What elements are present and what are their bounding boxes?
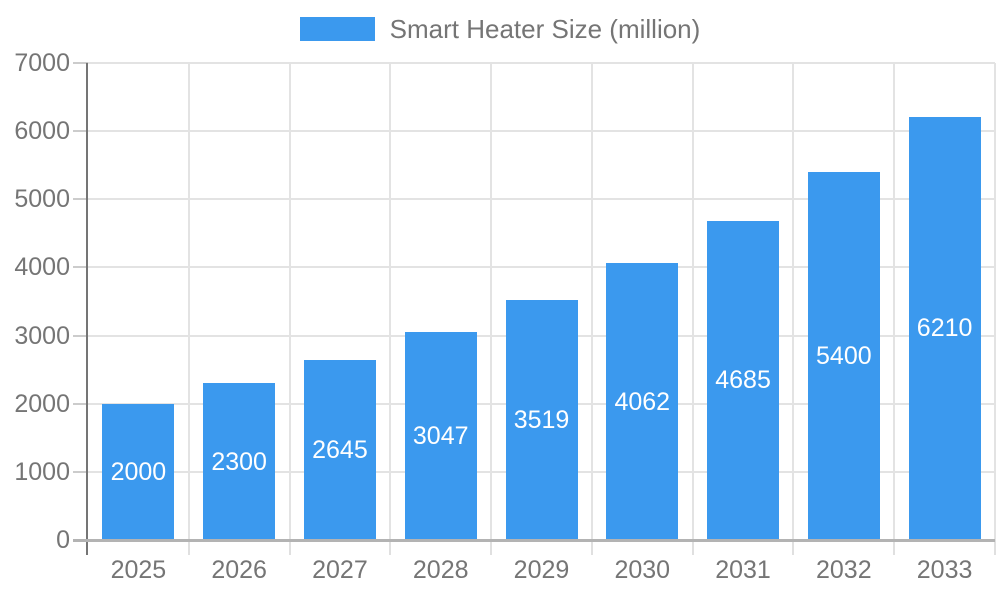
y-tick-mark xyxy=(73,470,88,473)
gridline-vertical xyxy=(994,63,996,540)
y-tick-mark xyxy=(73,334,88,337)
x-category-label: 2031 xyxy=(715,556,771,584)
y-tick-label: 5000 xyxy=(14,185,70,214)
x-category-label: 2028 xyxy=(412,556,469,584)
x-category-label: 2030 xyxy=(614,556,671,584)
bar-value-label: 2645 xyxy=(312,435,368,464)
gridline-vertical xyxy=(288,63,291,540)
bar-value-label: 3047 xyxy=(412,422,469,451)
y-tick-mark xyxy=(73,266,88,269)
y-tick-mark xyxy=(73,130,88,133)
bar-2027[interactable]: 2645 xyxy=(303,359,376,540)
x-tick-mark xyxy=(893,540,896,555)
legend-label: Smart Heater Size (million) xyxy=(389,14,701,44)
bar-value-label: 2300 xyxy=(211,447,267,476)
bar-value-label: 4685 xyxy=(715,366,771,395)
x-category-label: 2032 xyxy=(816,556,872,584)
x-category-label: 2033 xyxy=(916,556,973,584)
x-category-label: 2029 xyxy=(513,556,570,584)
gridline-vertical xyxy=(792,63,795,540)
x-tick-mark xyxy=(187,540,190,555)
x-category-label: 2025 xyxy=(110,556,167,584)
y-tick-label: 1000 xyxy=(14,457,70,486)
gridline-vertical xyxy=(389,63,392,540)
x-tick-mark xyxy=(389,540,392,555)
bar-2032[interactable]: 5400 xyxy=(807,172,880,540)
plot-area: 2000 2300 2645 3047 3519 4062 4685 5400 6210 xyxy=(88,62,996,540)
y-tick-mark xyxy=(73,62,88,64)
x-category-label: 2026 xyxy=(211,556,267,584)
bar-value-label: 6210 xyxy=(916,314,973,343)
gridline-vertical xyxy=(187,63,190,540)
gridline-vertical xyxy=(691,63,694,540)
bar-value-label: 3519 xyxy=(513,406,570,435)
gridline-horizontal xyxy=(88,198,995,201)
y-tick-label: 6000 xyxy=(14,117,70,146)
bar-2026[interactable]: 2300 xyxy=(203,383,276,540)
bar-2031[interactable]: 4685 xyxy=(707,220,780,540)
gridline-vertical xyxy=(893,63,896,540)
bar-value-label: 4062 xyxy=(614,387,671,416)
gridline-vertical xyxy=(590,63,593,540)
y-tick-label: 7000 xyxy=(14,49,70,77)
gridline-horizontal xyxy=(88,266,995,269)
y-tick-label: 4000 xyxy=(14,253,70,282)
gridline-horizontal xyxy=(88,130,995,133)
x-tick-mark xyxy=(994,540,996,555)
x-tick-mark xyxy=(691,540,694,555)
x-category-label: 2027 xyxy=(312,556,368,584)
gridline-horizontal xyxy=(88,62,995,64)
legend-color-swatch xyxy=(299,17,375,41)
x-tick-mark xyxy=(792,540,795,555)
x-tick-mark xyxy=(490,540,493,555)
bar-2025[interactable]: 2000 xyxy=(102,403,175,540)
y-axis-line xyxy=(86,63,88,555)
gridline-vertical xyxy=(490,63,493,540)
y-tick-label: 3000 xyxy=(14,321,70,350)
y-tick-mark xyxy=(73,198,88,201)
y-tick-label: 0 xyxy=(56,526,70,554)
bar-2030[interactable]: 4062 xyxy=(606,263,679,540)
y-tick-mark xyxy=(73,402,88,405)
bar-2033[interactable]: 6210 xyxy=(908,116,981,540)
chart-legend: Smart Heater Size (million) xyxy=(0,14,1000,44)
bar-value-label: 5400 xyxy=(816,342,872,371)
x-tick-mark xyxy=(590,540,593,555)
y-tick-label: 2000 xyxy=(14,389,70,418)
x-axis-line xyxy=(73,539,995,542)
x-tick-mark xyxy=(288,540,291,555)
bar-2028[interactable]: 3047 xyxy=(404,332,477,540)
bar-2029[interactable]: 3519 xyxy=(505,300,578,540)
bar-value-label: 2000 xyxy=(110,457,167,486)
